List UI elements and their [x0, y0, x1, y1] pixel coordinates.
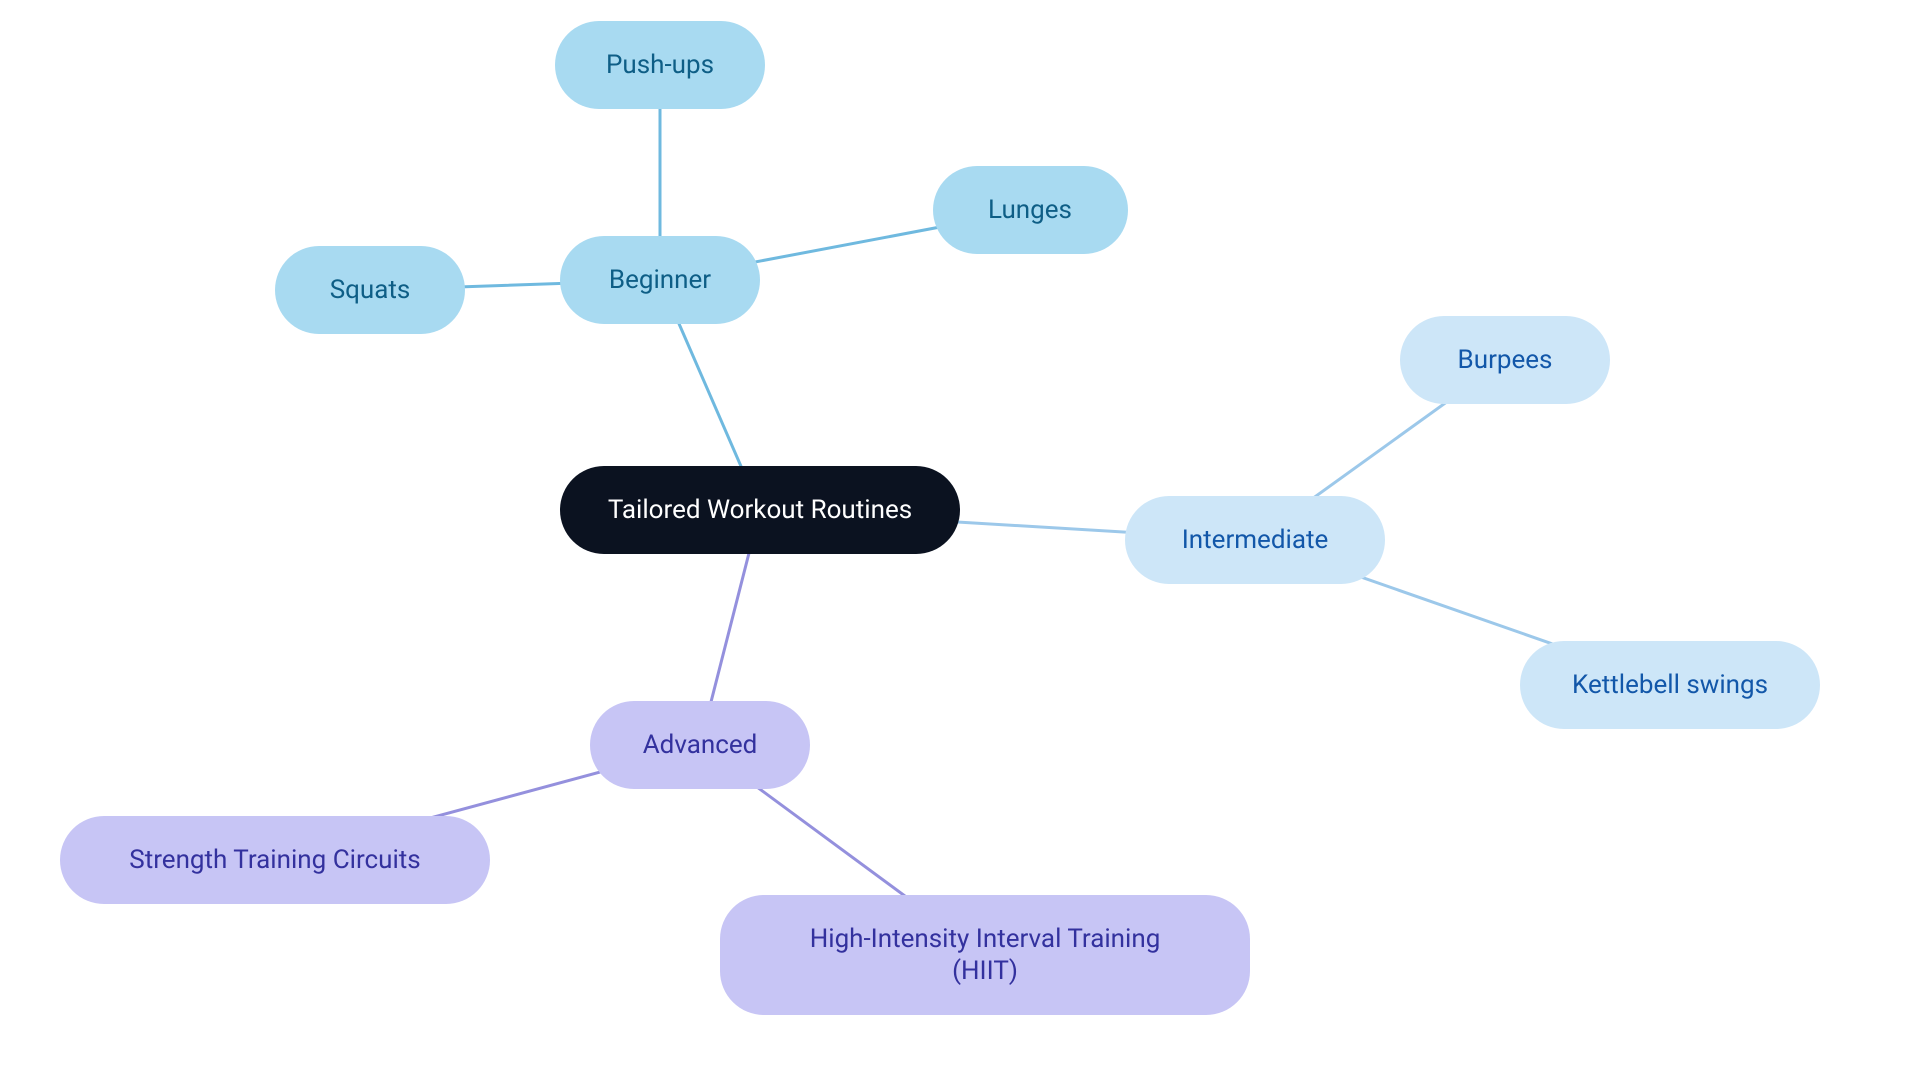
node-strength: Strength Training Circuits: [60, 816, 490, 904]
node-lunges: Lunges: [933, 166, 1128, 254]
node-burpees: Burpees: [1400, 316, 1610, 404]
node-advanced: Advanced: [590, 701, 810, 789]
node-pushups: Push-ups: [555, 21, 765, 109]
node-squats: Squats: [275, 246, 465, 334]
node-intermediate: Intermediate: [1125, 496, 1385, 584]
node-kettlebell: Kettlebell swings: [1520, 641, 1820, 729]
mindmap-canvas: Tailored Workout Routines Beginner Push-up…: [0, 0, 1920, 1083]
node-hiit: High-Intensity Interval Training (HIIT): [720, 895, 1250, 1015]
node-root: Tailored Workout Routines: [560, 466, 960, 554]
node-beginner: Beginner: [560, 236, 760, 324]
